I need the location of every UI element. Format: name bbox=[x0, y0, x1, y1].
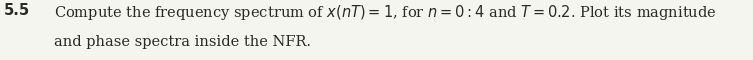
Text: Compute the frequency spectrum of $x(nT) = 1$, for $n = 0 : 4$ and $T = 0.2$. Pl: Compute the frequency spectrum of $x(nT)… bbox=[54, 3, 717, 22]
Text: 5.5: 5.5 bbox=[4, 3, 30, 18]
Text: and phase spectra inside the NFR.: and phase spectra inside the NFR. bbox=[54, 35, 311, 49]
